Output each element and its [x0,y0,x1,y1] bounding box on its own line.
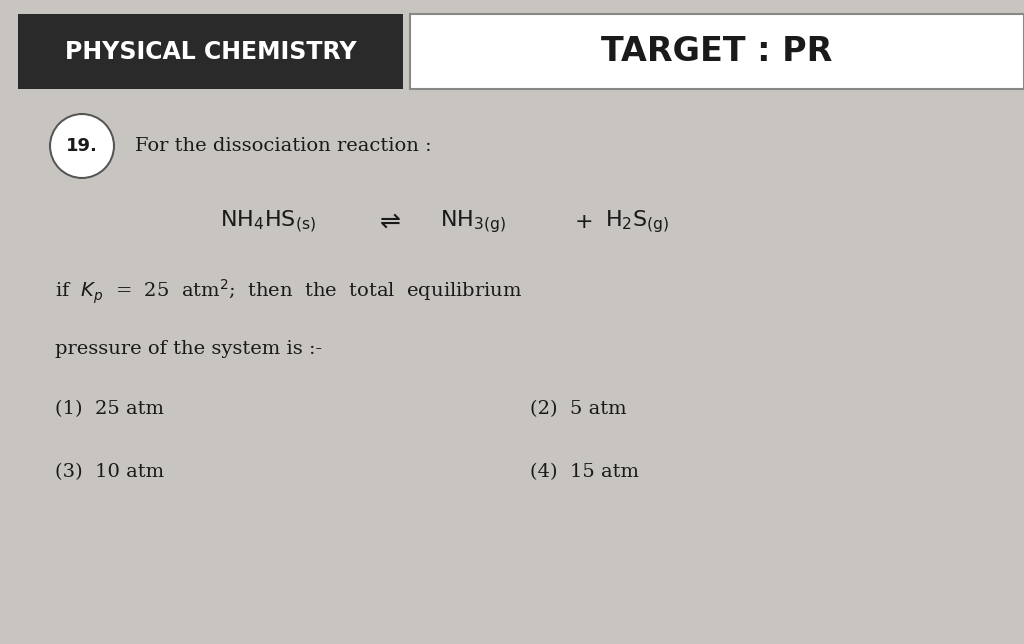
Text: (1)  25 atm: (1) 25 atm [55,400,164,418]
Text: if  $K_p$  =  25  atm$^2$;  then  the  total  equilibrium: if $K_p$ = 25 atm$^2$; then the total eq… [55,278,522,306]
Bar [410,14,1024,89]
Text: (2)  5 atm: (2) 5 atm [530,400,627,418]
Text: pressure of the system is :-: pressure of the system is :- [55,340,323,358]
Text: PHYSICAL CHEMISTRY: PHYSICAL CHEMISTRY [65,39,356,64]
Text: $\mathrm{NH_4HS_{(s)}}$: $\mathrm{NH_4HS_{(s)}}$ [220,209,316,235]
Circle shape [50,114,114,178]
Bar [18,14,403,89]
Text: $\mathrm{H_2S_{(g)}}$: $\mathrm{H_2S_{(g)}}$ [605,209,670,236]
Text: $\mathrm{NH_{3(g)}}$: $\mathrm{NH_{3(g)}}$ [440,209,506,236]
Text: $\rightleftharpoons$: $\rightleftharpoons$ [375,210,401,234]
Text: 19.: 19. [67,137,98,155]
Text: TARGET : PR: TARGET : PR [601,35,833,68]
Text: +: + [575,212,594,232]
Text: (3)  10 atm: (3) 10 atm [55,463,164,481]
Text: (4)  15 atm: (4) 15 atm [530,463,639,481]
Text: For the dissociation reaction :: For the dissociation reaction : [135,137,432,155]
